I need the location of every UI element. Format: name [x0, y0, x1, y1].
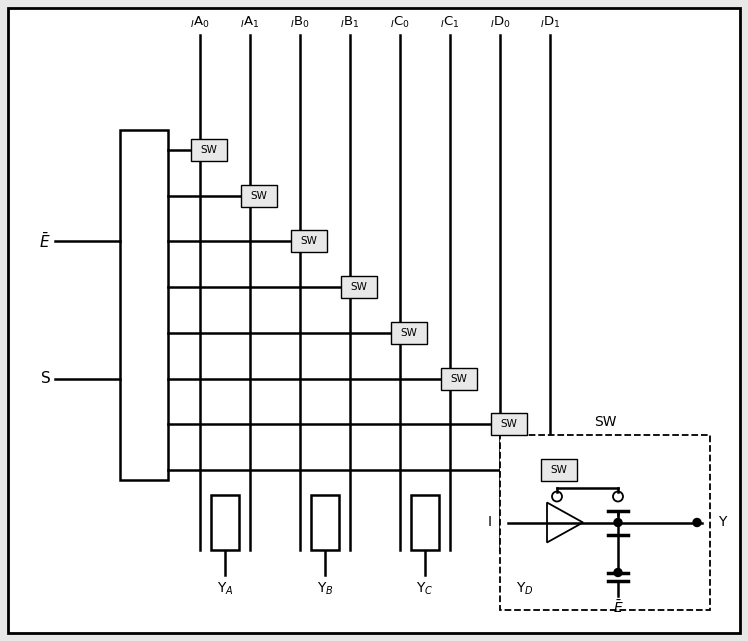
Bar	[341, 276, 377, 298]
Bar	[500, 435, 710, 610]
Text: $_I$C$_0$: $_I$C$_0$	[390, 15, 410, 30]
Bar	[491, 413, 527, 435]
Text: SW: SW	[301, 237, 317, 246]
Text: SW: SW	[401, 328, 417, 338]
Bar	[120, 130, 168, 480]
Text: I: I	[488, 515, 492, 529]
Text: $_I$A$_1$: $_I$A$_1$	[240, 15, 260, 30]
Text: $_I$B$_0$: $_I$B$_0$	[290, 15, 310, 30]
Text: SW: SW	[351, 282, 367, 292]
Text: $_I$C$_1$: $_I$C$_1$	[441, 15, 460, 30]
Text: $\bar{E}$: $\bar{E}$	[40, 232, 51, 251]
Bar	[291, 230, 327, 253]
Bar	[441, 367, 477, 390]
Text: Y$_B$: Y$_B$	[316, 581, 334, 597]
Text: S: S	[41, 371, 51, 386]
Text: $_I$D$_0$: $_I$D$_0$	[490, 15, 510, 30]
Text: Y: Y	[718, 515, 726, 529]
Bar	[541, 459, 577, 481]
Circle shape	[614, 519, 622, 526]
Bar	[211, 495, 239, 550]
Text: Y$_D$: Y$_D$	[516, 581, 534, 597]
Text: SW: SW	[450, 374, 468, 383]
Text: SW: SW	[500, 419, 518, 429]
Text: $_I$B$_1$: $_I$B$_1$	[340, 15, 360, 30]
Text: SW: SW	[551, 465, 568, 475]
Text: SW: SW	[594, 415, 616, 429]
Bar	[391, 322, 427, 344]
Text: $_I$D$_1$: $_I$D$_1$	[540, 15, 560, 30]
Text: $\bar{E}$: $\bar{E}$	[613, 599, 623, 617]
Circle shape	[693, 519, 701, 526]
Bar	[411, 495, 439, 550]
Text: SW: SW	[200, 145, 218, 155]
Circle shape	[614, 569, 622, 576]
Text: Y$_A$: Y$_A$	[217, 581, 233, 597]
Bar	[241, 185, 277, 206]
Text: Y$_C$: Y$_C$	[417, 581, 434, 597]
Bar	[311, 495, 339, 550]
Text: $_I$A$_0$: $_I$A$_0$	[190, 15, 210, 30]
Text: SW: SW	[251, 191, 268, 201]
Bar	[511, 495, 539, 550]
Bar	[191, 139, 227, 161]
